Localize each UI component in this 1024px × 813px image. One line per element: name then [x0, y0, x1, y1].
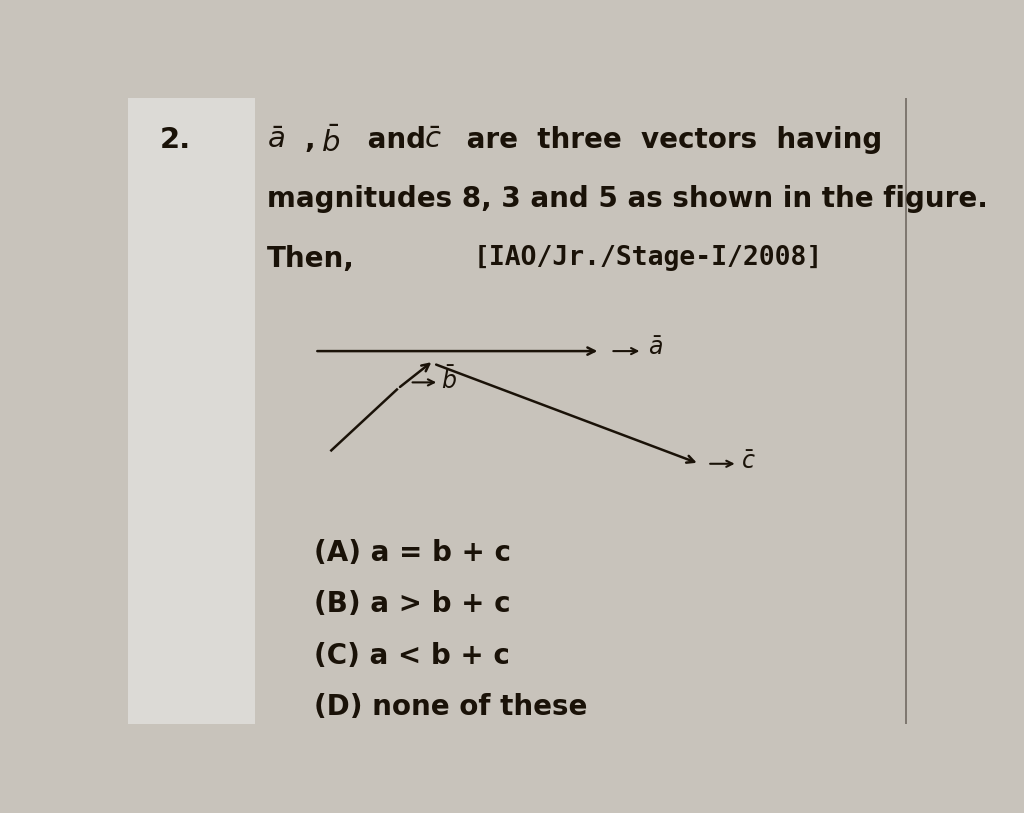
Text: and: and	[358, 126, 426, 154]
Text: $\bar{a}$: $\bar{a}$	[267, 126, 285, 154]
Text: 2.: 2.	[160, 126, 191, 154]
Text: Then,: Then,	[267, 245, 354, 272]
Text: $\bar{b}$: $\bar{b}$	[321, 126, 340, 158]
Text: $\bar{c}$: $\bar{c}$	[424, 126, 441, 154]
Bar	[128, 98, 255, 724]
Text: ,: ,	[305, 126, 315, 154]
Text: $\bar{b}$: $\bar{b}$	[441, 367, 458, 394]
Text: (B) a > b + c: (B) a > b + c	[314, 590, 511, 618]
Text: (A) a = b + c: (A) a = b + c	[314, 539, 512, 567]
Text: $\bar{a}$: $\bar{a}$	[648, 336, 663, 360]
Text: (C) a < b + c: (C) a < b + c	[314, 641, 510, 670]
Text: are  three  vectors  having: are three vectors having	[458, 126, 883, 154]
Text: $\bar{c}$: $\bar{c}$	[740, 450, 756, 474]
Text: [IAO/Jr./Stage-I/2008]: [IAO/Jr./Stage-I/2008]	[473, 245, 822, 271]
Text: (D) none of these: (D) none of these	[314, 693, 588, 721]
Text: magnitudes 8, 3 and 5 as shown in the figure.: magnitudes 8, 3 and 5 as shown in the fi…	[267, 185, 988, 213]
